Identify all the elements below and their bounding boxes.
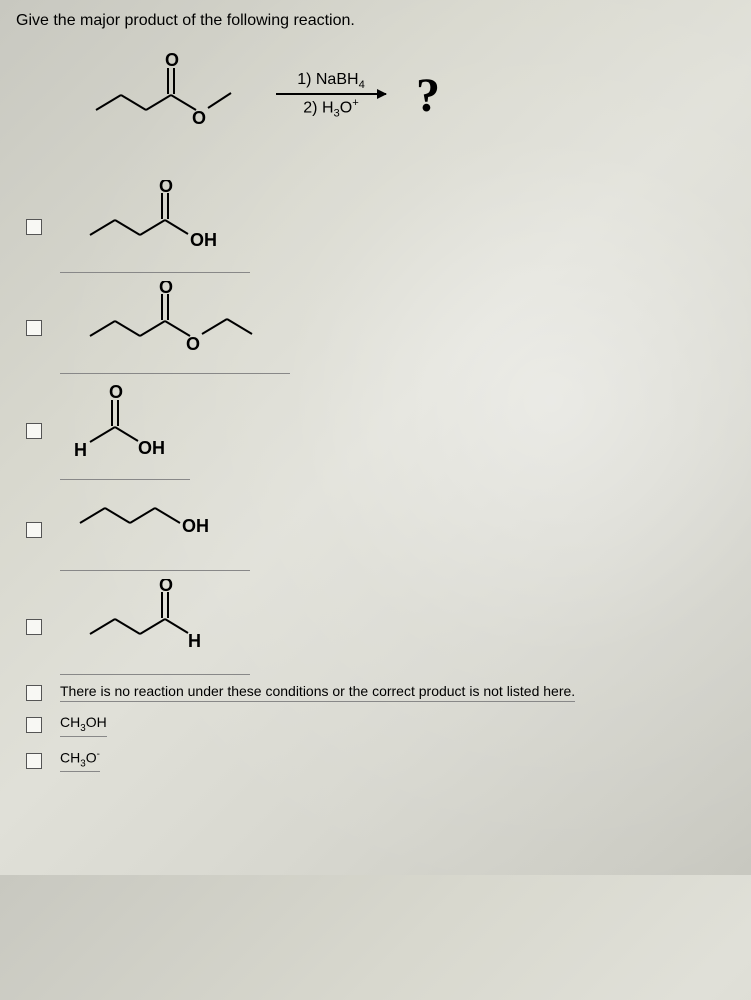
option-2-checkbox[interactable] [26,320,42,336]
reaction-scheme: O O 1) NaBH4 2) H3O+ ? [86,50,735,140]
svg-text:O: O [165,50,179,70]
option-3-checkbox[interactable] [26,423,42,439]
reagent-2: 2) H3O+ [303,97,358,120]
option-1-checkbox[interactable] [26,219,42,235]
option-1-structure: O OH [60,180,250,273]
option-2-structure: O O [60,281,290,374]
svg-text:H: H [188,631,201,651]
option-6-checkbox[interactable] [26,685,42,701]
option-7-checkbox[interactable] [26,717,42,733]
svg-text:OH: OH [138,438,165,458]
option-3-structure: O H OH [60,382,190,480]
option-5-checkbox[interactable] [26,619,42,635]
svg-text:O: O [159,281,173,297]
svg-text:O: O [192,108,206,128]
option-7-text: CH3OH [60,714,107,737]
starting-material: O O [86,50,246,140]
svg-text:O: O [186,334,200,354]
question-text: Give the major product of the following … [16,12,735,30]
reagent-1: 1) NaBH4 [297,71,365,91]
option-4-checkbox[interactable] [26,522,42,538]
svg-text:O: O [159,180,173,196]
svg-text:H: H [74,440,87,460]
option-4-structure: OH [60,488,250,571]
reaction-arrow: 1) NaBH4 2) H3O+ [276,71,386,120]
option-5-structure: O H [60,579,250,675]
option-8-text: CH3O- [60,749,100,772]
svg-text:OH: OH [182,516,209,536]
svg-text:OH: OH [190,230,217,250]
svg-text:O: O [159,579,173,595]
option-8-checkbox[interactable] [26,753,42,769]
svg-text:O: O [109,382,123,402]
answer-options: O OH [26,180,735,772]
product-placeholder: ? [416,68,440,123]
option-6-text: There is no reaction under these conditi… [60,683,575,702]
